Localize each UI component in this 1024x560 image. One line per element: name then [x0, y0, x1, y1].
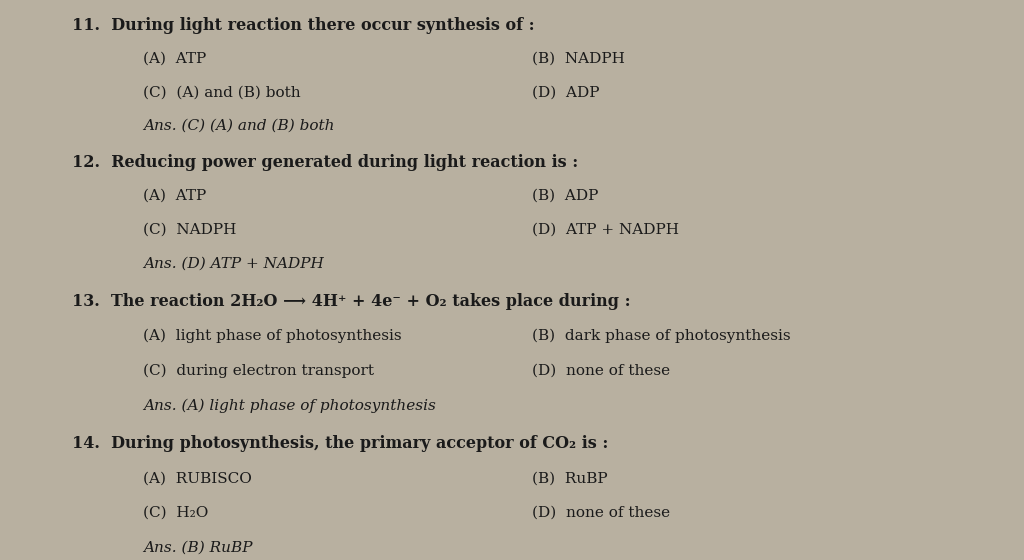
Text: Ans. (B) RuBP: Ans. (B) RuBP: [143, 541, 253, 554]
Text: (C)  during electron transport: (C) during electron transport: [143, 363, 375, 378]
Text: 13.  The reaction 2H₂O ⟶ 4H⁺ + 4e⁻ + O₂ takes place during :: 13. The reaction 2H₂O ⟶ 4H⁺ + 4e⁻ + O₂ t…: [72, 293, 631, 310]
Text: (D)  ATP + NADPH: (D) ATP + NADPH: [532, 223, 680, 237]
Text: Ans. (C) (A) and (B) both: Ans. (C) (A) and (B) both: [143, 119, 335, 133]
Text: (B)  NADPH: (B) NADPH: [532, 52, 626, 66]
Text: 14.  During photosynthesis, the primary acceptor of CO₂ is :: 14. During photosynthesis, the primary a…: [72, 435, 608, 452]
Text: (A)  ATP: (A) ATP: [143, 52, 207, 66]
Text: (A)  ATP: (A) ATP: [143, 189, 207, 203]
Text: (C)  (A) and (B) both: (C) (A) and (B) both: [143, 86, 301, 100]
Text: (A)  RUBISCO: (A) RUBISCO: [143, 472, 252, 485]
Text: (D)  none of these: (D) none of these: [532, 364, 671, 377]
Text: (B)  dark phase of photosynthesis: (B) dark phase of photosynthesis: [532, 329, 792, 343]
Text: (B)  ADP: (B) ADP: [532, 189, 599, 203]
Text: Ans. (D) ATP + NADPH: Ans. (D) ATP + NADPH: [143, 256, 325, 270]
Text: 11.  During light reaction there occur synthesis of :: 11. During light reaction there occur sy…: [72, 17, 535, 34]
Text: (D)  ADP: (D) ADP: [532, 86, 600, 100]
Text: (D)  none of these: (D) none of these: [532, 506, 671, 520]
Text: (A)  light phase of photosynthesis: (A) light phase of photosynthesis: [143, 329, 402, 343]
Text: (C)  H₂O: (C) H₂O: [143, 506, 209, 520]
Text: 12.  Reducing power generated during light reaction is :: 12. Reducing power generated during ligh…: [72, 154, 578, 171]
Text: (B)  RuBP: (B) RuBP: [532, 472, 608, 485]
Text: Ans. (A) light phase of photosynthesis: Ans. (A) light phase of photosynthesis: [143, 398, 436, 413]
Text: (C)  NADPH: (C) NADPH: [143, 223, 237, 237]
